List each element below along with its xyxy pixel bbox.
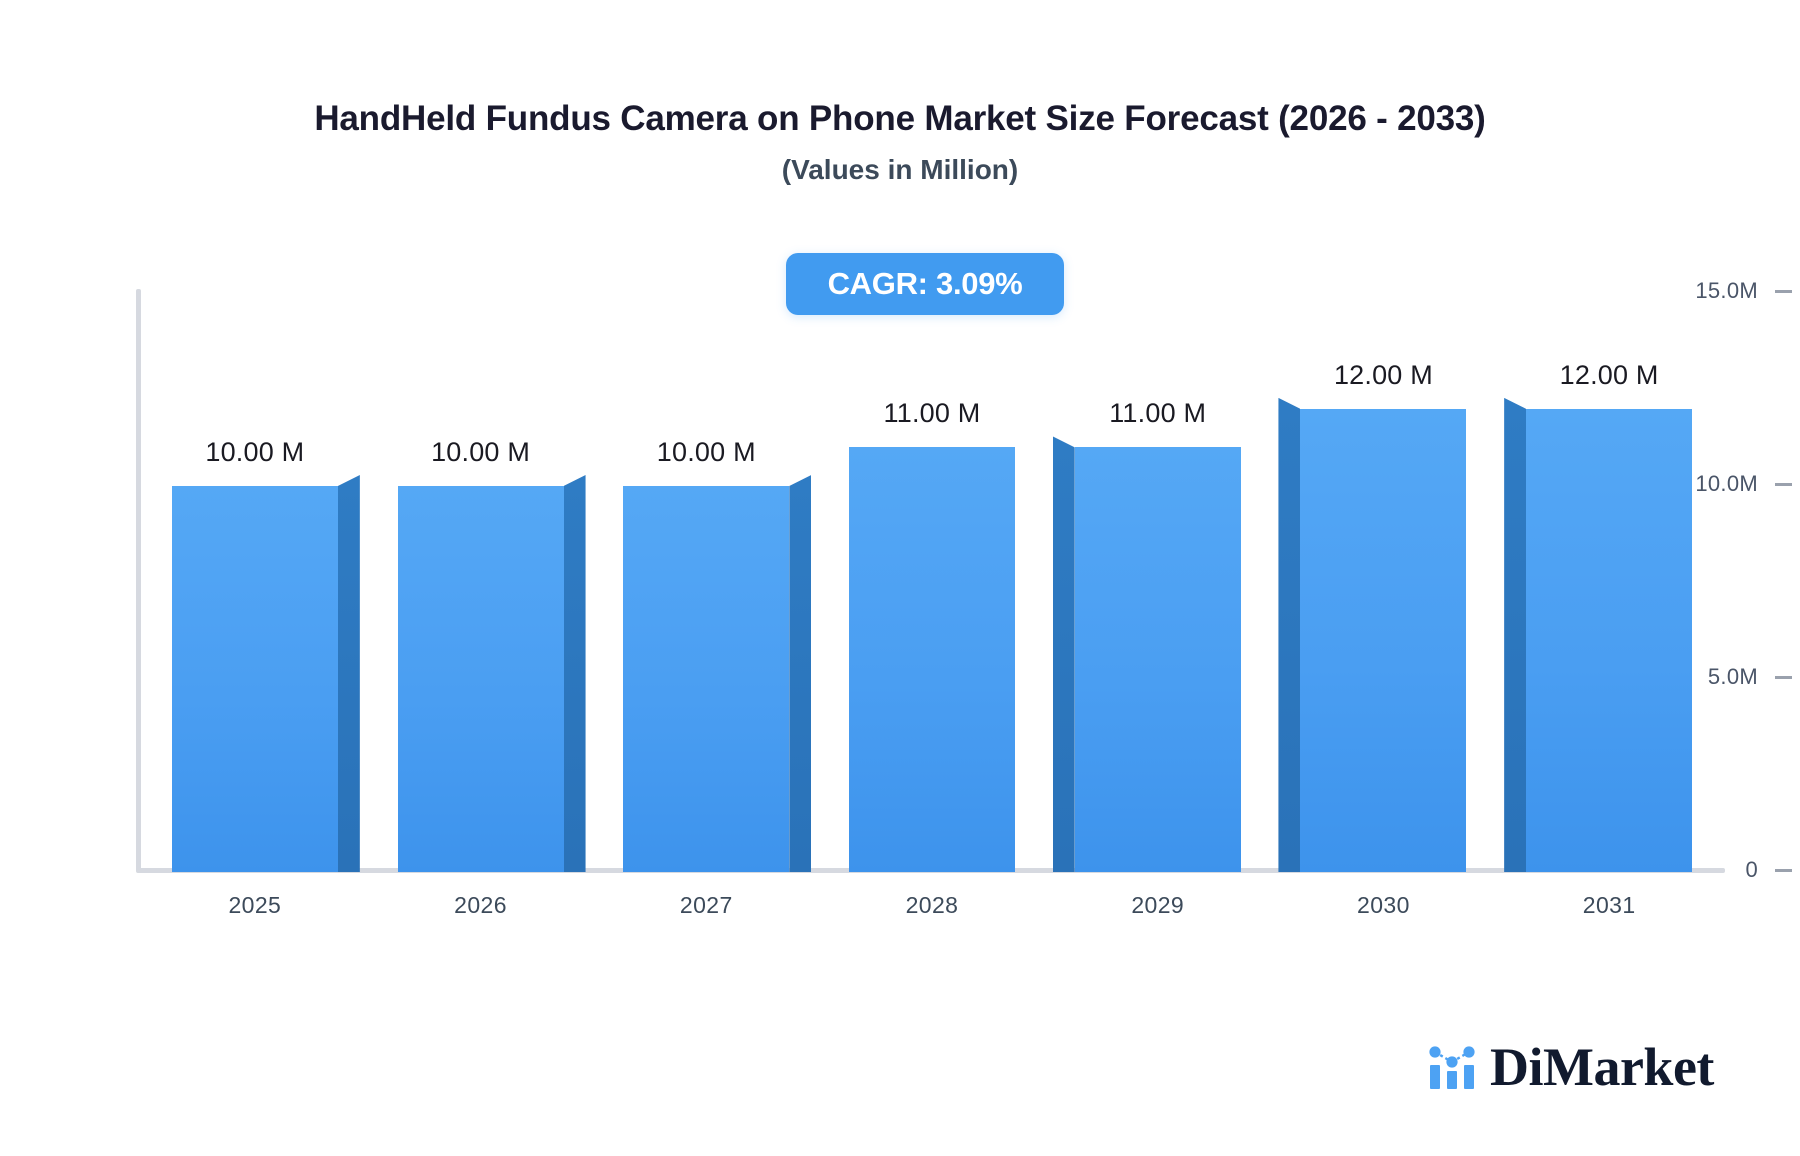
y-axis-tick-mark xyxy=(1775,675,1792,679)
bar-column[interactable]: 10.00 M xyxy=(623,437,812,872)
bar-front-face xyxy=(623,486,790,872)
x-axis-category-label: 2030 xyxy=(1357,892,1410,918)
x-axis-category-label: 2026 xyxy=(454,892,507,918)
dimarket-logo: DiMarket xyxy=(1426,1040,1714,1094)
bar-front-face xyxy=(1300,408,1467,872)
chart-subtitle: (Values in Million) xyxy=(781,153,1019,185)
bar-value-label: 12.00 M xyxy=(1333,359,1433,390)
bar-side-face xyxy=(1504,397,1527,872)
bar-column[interactable]: 10.00 M xyxy=(397,437,586,872)
bar-column[interactable]: 12.00 M xyxy=(1504,360,1693,872)
y-axis-tick-label: 5.0M xyxy=(1707,664,1758,689)
bar-side-face xyxy=(337,475,360,872)
y-axis-tick-label: 15.0M xyxy=(1695,278,1758,303)
cagr-badge: CAGR: 3.09% xyxy=(786,253,1064,315)
bar-column[interactable]: 10.00 M xyxy=(171,437,360,872)
x-axis-category-label: 2025 xyxy=(228,892,282,918)
y-axis-tick-mark xyxy=(1775,868,1792,872)
y-axis-tick: 10.0M xyxy=(1664,471,1800,496)
logo-wordmark: DiMarket xyxy=(1490,1037,1714,1097)
bar-column[interactable]: 12.00 M xyxy=(1278,360,1467,872)
bar-value-label: 10.00 M xyxy=(656,437,756,467)
bar-side-face xyxy=(1278,397,1301,872)
y-axis-tick-label: 10.0M xyxy=(1695,471,1758,496)
bar-value-label: 11.00 M xyxy=(1109,398,1207,429)
bar-side-face xyxy=(789,475,812,872)
bar-side-face xyxy=(563,475,586,872)
y-axis-line xyxy=(136,289,141,872)
y-axis-tick: 5.0M xyxy=(1664,664,1800,689)
bar-value-label: 12.00 M xyxy=(1559,359,1659,390)
bar-value-label: 10.00 M xyxy=(431,437,531,467)
bar-column[interactable]: 11.00 M xyxy=(1052,398,1241,872)
y-axis-tick-mark xyxy=(1775,289,1792,293)
page-title: HandHeld Fundus Camera on Phone Market S… xyxy=(314,99,1486,138)
bar-front-face xyxy=(171,486,338,872)
bar-side-face xyxy=(1052,436,1075,872)
bar-front-face xyxy=(1074,447,1241,872)
y-axis-tick: 15.0M xyxy=(1664,278,1800,303)
bar-chart-dots-icon xyxy=(1426,1041,1478,1093)
x-axis-category-label: 2028 xyxy=(905,892,959,918)
bar-value-label: 11.00 M xyxy=(883,398,981,429)
y-axis-tick-mark xyxy=(1775,482,1792,486)
x-axis-category-label: 2029 xyxy=(1131,892,1185,918)
bar-front-face xyxy=(1526,408,1693,872)
y-axis-tick: 0 xyxy=(1664,857,1800,882)
bar-column[interactable]: 11.00 M xyxy=(849,398,1015,872)
x-axis-category-label: 2027 xyxy=(679,892,733,918)
y-axis-tick-label: 0 xyxy=(1745,857,1758,882)
bar-front-face xyxy=(849,447,1015,872)
bar-value-label: 10.00 M xyxy=(205,437,305,467)
x-axis-category-label: 2031 xyxy=(1582,892,1636,918)
chart-header: HandHeld Fundus Camera on Phone Market S… xyxy=(0,99,1800,185)
bar-front-face xyxy=(397,486,564,872)
